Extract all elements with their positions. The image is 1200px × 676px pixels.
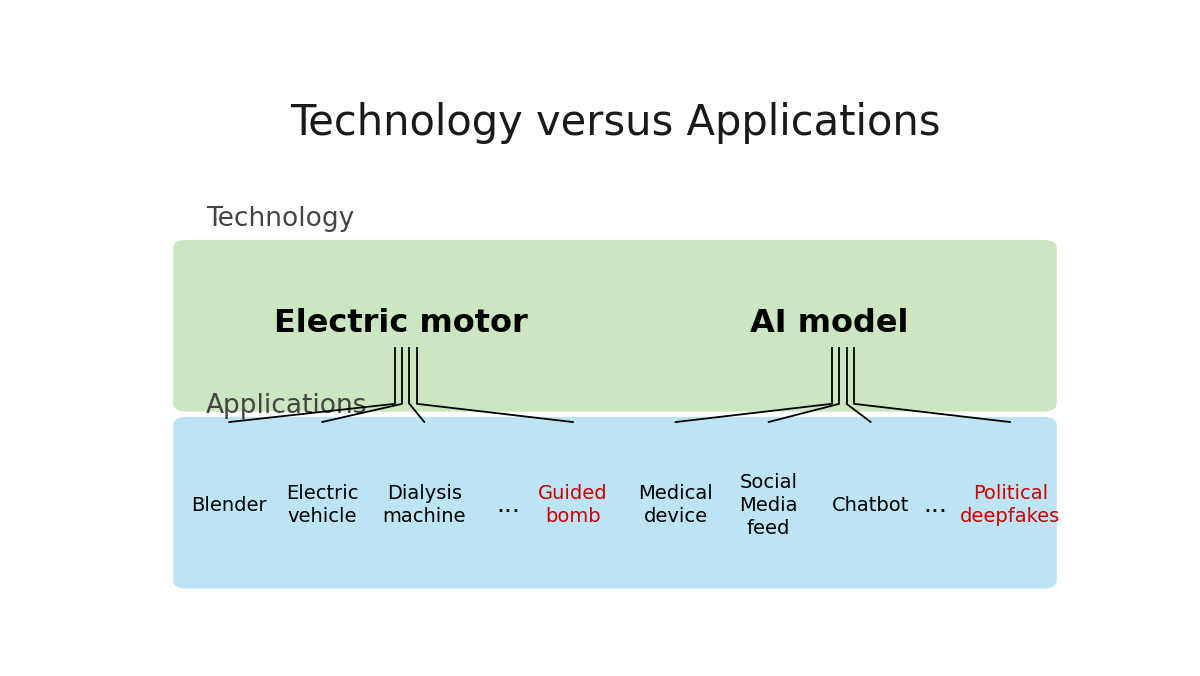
Text: Chatbot: Chatbot: [832, 496, 910, 515]
Text: Blender: Blender: [191, 496, 266, 515]
Text: Social
Media
feed: Social Media feed: [739, 473, 798, 537]
Text: Technology versus Applications: Technology versus Applications: [289, 102, 941, 144]
Text: ...: ...: [496, 493, 520, 517]
Text: Medical
device: Medical device: [638, 485, 713, 526]
Text: AI model: AI model: [750, 308, 908, 339]
FancyBboxPatch shape: [173, 417, 1057, 589]
FancyBboxPatch shape: [173, 240, 1057, 412]
Text: Applications: Applications: [206, 393, 367, 419]
Text: Electric
vehicle: Electric vehicle: [286, 485, 359, 526]
Text: Electric motor: Electric motor: [275, 308, 528, 339]
Text: Political
deepfakes: Political deepfakes: [960, 485, 1061, 526]
Text: Guided
bomb: Guided bomb: [539, 485, 608, 526]
Text: ...: ...: [924, 493, 948, 517]
Text: Dialysis
machine: Dialysis machine: [383, 485, 466, 526]
Text: Technology: Technology: [206, 206, 354, 232]
